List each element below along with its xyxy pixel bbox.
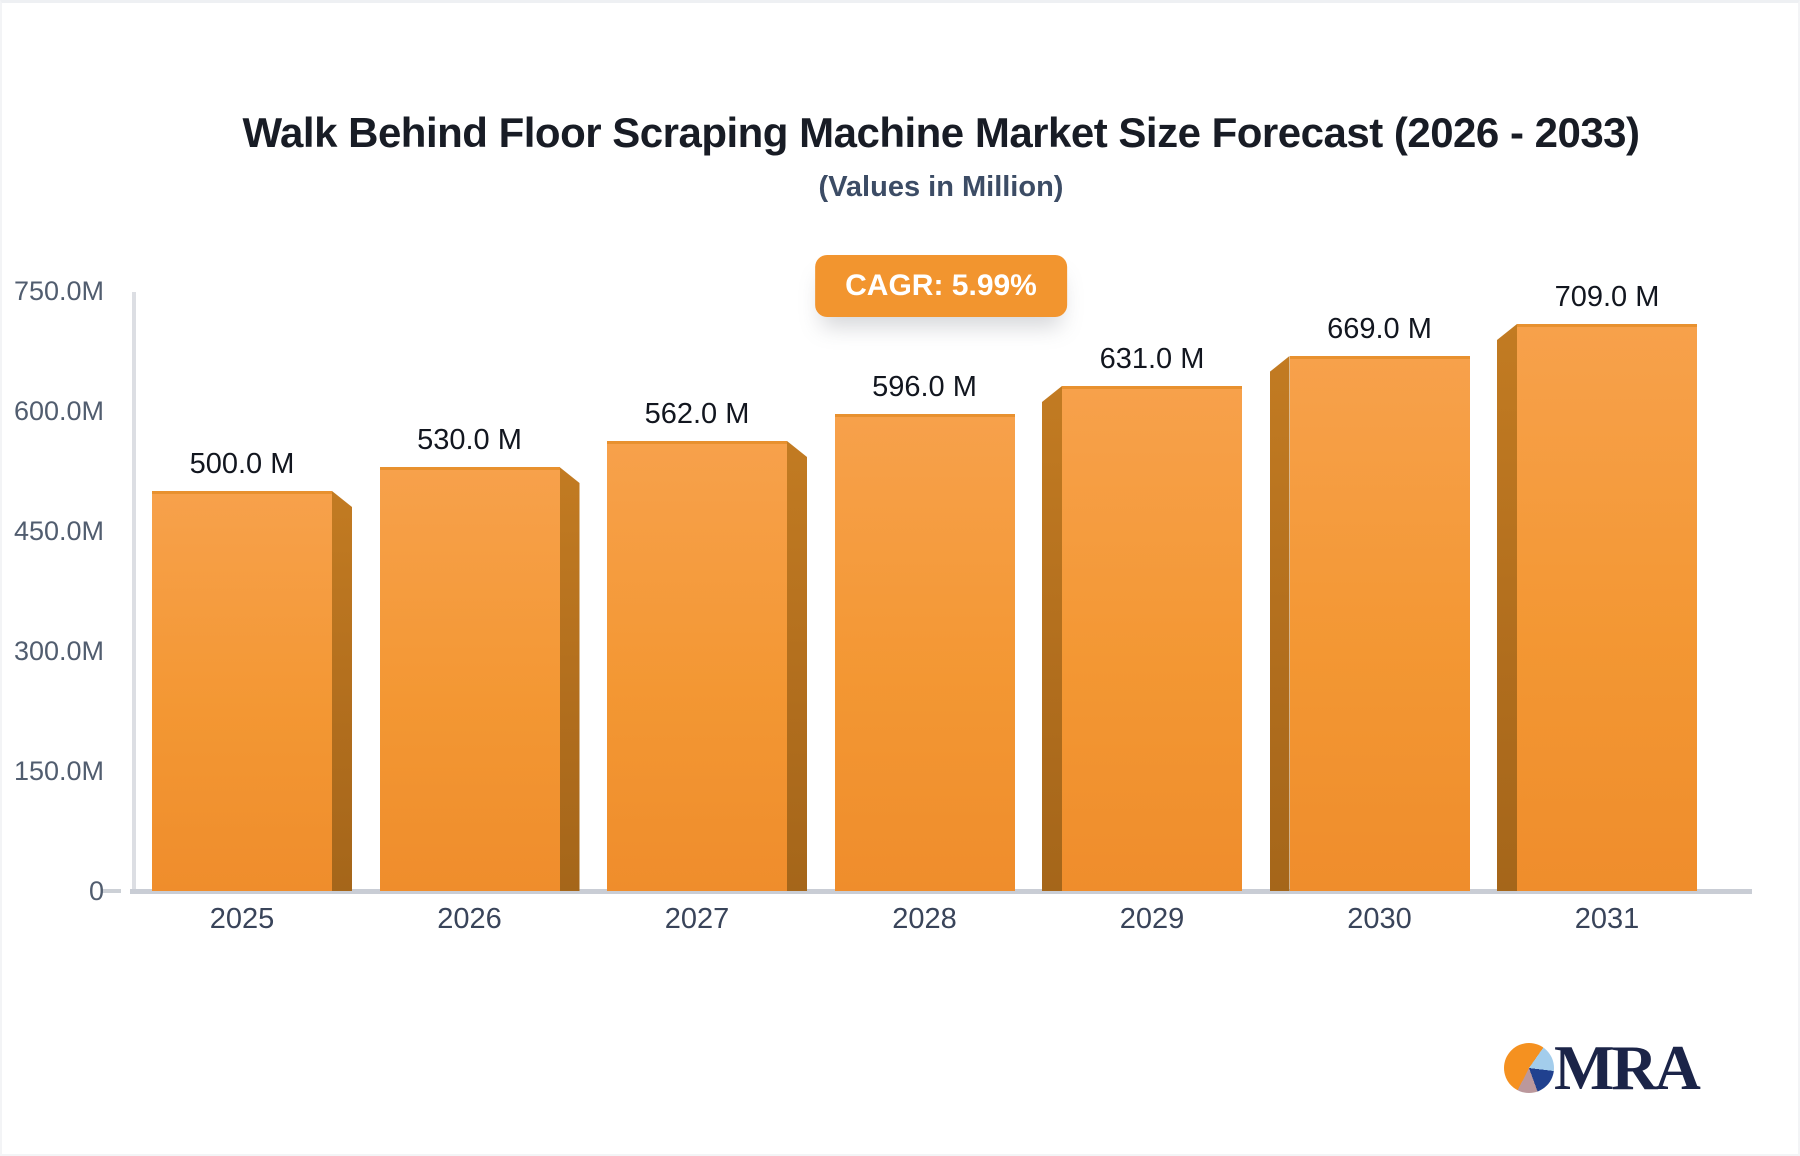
x-axis-baseline bbox=[130, 889, 1752, 894]
bar-2029[interactable] bbox=[1062, 386, 1242, 891]
bar-2027[interactable] bbox=[607, 441, 787, 891]
chart-subtitle: (Values in Million) bbox=[818, 171, 1064, 203]
y-tick-label: 450.0M bbox=[13, 516, 104, 546]
bar-side-face bbox=[1497, 324, 1517, 891]
bar-value-label: 530.0 M bbox=[417, 424, 522, 456]
cagr-badge-label: CAGR: 5.99% bbox=[845, 269, 1037, 302]
bar-value-label: 669.0 M bbox=[1327, 313, 1432, 345]
y-tick-label: 0 bbox=[88, 876, 104, 906]
pie-chart-logo-icon bbox=[1504, 1043, 1554, 1093]
bar-value-label: 631.0 M bbox=[1099, 343, 1205, 375]
bar-value-label: 500.0 M bbox=[189, 448, 295, 480]
bar-value-label: 562.0 M bbox=[644, 398, 750, 430]
bar-value-label: 596.0 M bbox=[872, 371, 977, 403]
x-tick-label-2028: 2028 bbox=[892, 903, 957, 935]
cagr-badge: CAGR: 5.99% bbox=[815, 255, 1067, 317]
bar-side-face bbox=[1269, 356, 1290, 891]
y-tick-label: 750.0M bbox=[13, 276, 104, 306]
bar-side-face bbox=[559, 467, 580, 891]
bar-side-face bbox=[1042, 386, 1062, 891]
x-tick-label-2025: 2025 bbox=[209, 903, 275, 935]
bar-side-face bbox=[332, 491, 352, 891]
chart-title: Walk Behind Floor Scraping Machine Marke… bbox=[242, 109, 1640, 156]
y-tick-label: 600.0M bbox=[13, 396, 104, 426]
logo-text: MRA bbox=[1554, 1032, 1701, 1103]
bar-2026[interactable] bbox=[379, 467, 560, 891]
y-tick-label: 150.0M bbox=[13, 756, 104, 786]
x-tick-label-2031: 2031 bbox=[1574, 903, 1640, 935]
bar-2028[interactable] bbox=[834, 414, 1015, 891]
bar-value-label: 709.0 M bbox=[1554, 281, 1660, 313]
bar-2030[interactable] bbox=[1289, 356, 1470, 891]
x-tick-label-2026: 2026 bbox=[437, 903, 502, 935]
bar-2025[interactable] bbox=[152, 491, 332, 891]
x-tick-label-2027: 2027 bbox=[664, 903, 730, 935]
x-tick-label-2030: 2030 bbox=[1347, 903, 1412, 935]
bar-side-face bbox=[787, 441, 807, 891]
y-tick-label: 300.0M bbox=[13, 636, 104, 666]
bar-2031[interactable] bbox=[1517, 324, 1697, 891]
mra-logo: MRA bbox=[1504, 1032, 1701, 1103]
x-tick-label-2029: 2029 bbox=[1119, 903, 1185, 935]
y-axis-line bbox=[132, 292, 136, 891]
zero-tick-mark bbox=[102, 889, 121, 893]
